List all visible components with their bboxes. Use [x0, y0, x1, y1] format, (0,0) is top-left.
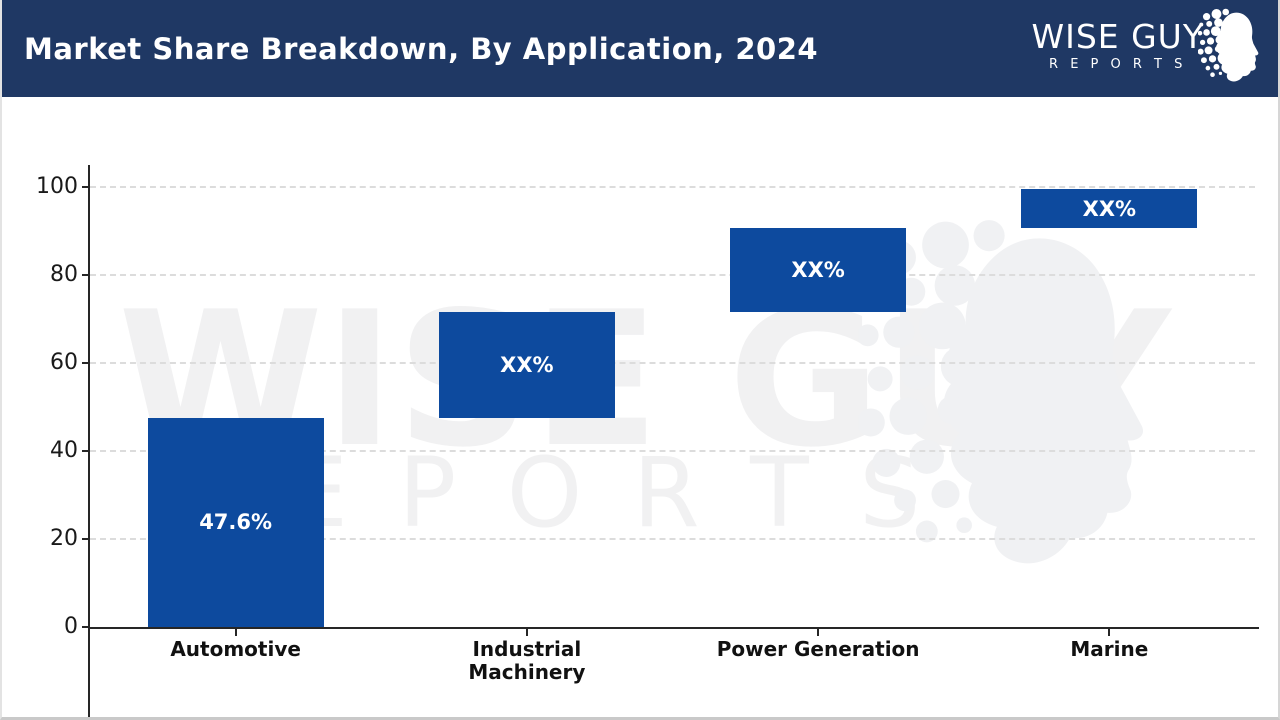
- bar-value-label: 47.6%: [199, 510, 273, 535]
- gridline-y-80: [90, 274, 1255, 276]
- bar-value-label: XX%: [1082, 196, 1137, 221]
- header-bar: Market Share Breakdown, By Application, …: [2, 0, 1278, 97]
- x-tick-mark: [1108, 629, 1111, 636]
- bar-industrial-machinery: XX%: [438, 311, 615, 418]
- y-tick-mark: [82, 538, 90, 540]
- x-axis-line: [88, 627, 1259, 629]
- bar-value-label: XX%: [791, 258, 845, 283]
- y-tick-label: 0: [64, 614, 78, 639]
- bar-marine: XX%: [1021, 188, 1198, 229]
- logo-wordmark: WISE GUY R E P O R T S: [1031, 20, 1204, 72]
- y-tick-mark: [82, 362, 90, 364]
- y-tick-label: 40: [50, 438, 78, 463]
- y-tick-mark: [82, 274, 90, 276]
- chart-title: Market Share Breakdown, By Application, …: [24, 31, 819, 66]
- x-category-label: Marine: [1070, 637, 1149, 661]
- x-category-label: Power Generation: [716, 637, 920, 661]
- gridline-y-100: [90, 186, 1255, 188]
- y-tick-label: 80: [50, 262, 78, 287]
- logo-wordmark-text: WISE GUY: [1031, 17, 1204, 57]
- y-tick-label: 100: [36, 174, 78, 199]
- bar-power-generation: XX%: [730, 228, 907, 312]
- wiseguy-logo: WISE GUY R E P O R T S: [1031, 8, 1264, 84]
- x-tick-mark: [234, 629, 237, 636]
- logo-subtext: R E P O R T S: [1049, 56, 1187, 72]
- gridline-y-60: [90, 362, 1255, 364]
- y-tick-mark: [82, 450, 90, 452]
- y-tick-label: 60: [50, 350, 78, 375]
- gridline-y-20: [90, 538, 1255, 540]
- x-category-label: Industrial Machinery: [468, 637, 586, 684]
- chart-area: WISE GUY R E P O R T S 0 20 40 60 80 100 47.6%…: [2, 97, 1278, 717]
- y-tick-mark: [82, 626, 90, 628]
- bar-automotive: 47.6%: [147, 417, 324, 627]
- x-tick-mark: [817, 629, 820, 636]
- y-axis-line: [88, 165, 90, 717]
- y-tick-mark: [82, 186, 90, 188]
- y-tick-label: 20: [50, 526, 78, 551]
- bar-value-label: XX%: [500, 352, 554, 377]
- gridline-y-40: [90, 450, 1255, 452]
- x-category-label: Automotive: [170, 637, 301, 661]
- x-tick-mark: [525, 629, 528, 636]
